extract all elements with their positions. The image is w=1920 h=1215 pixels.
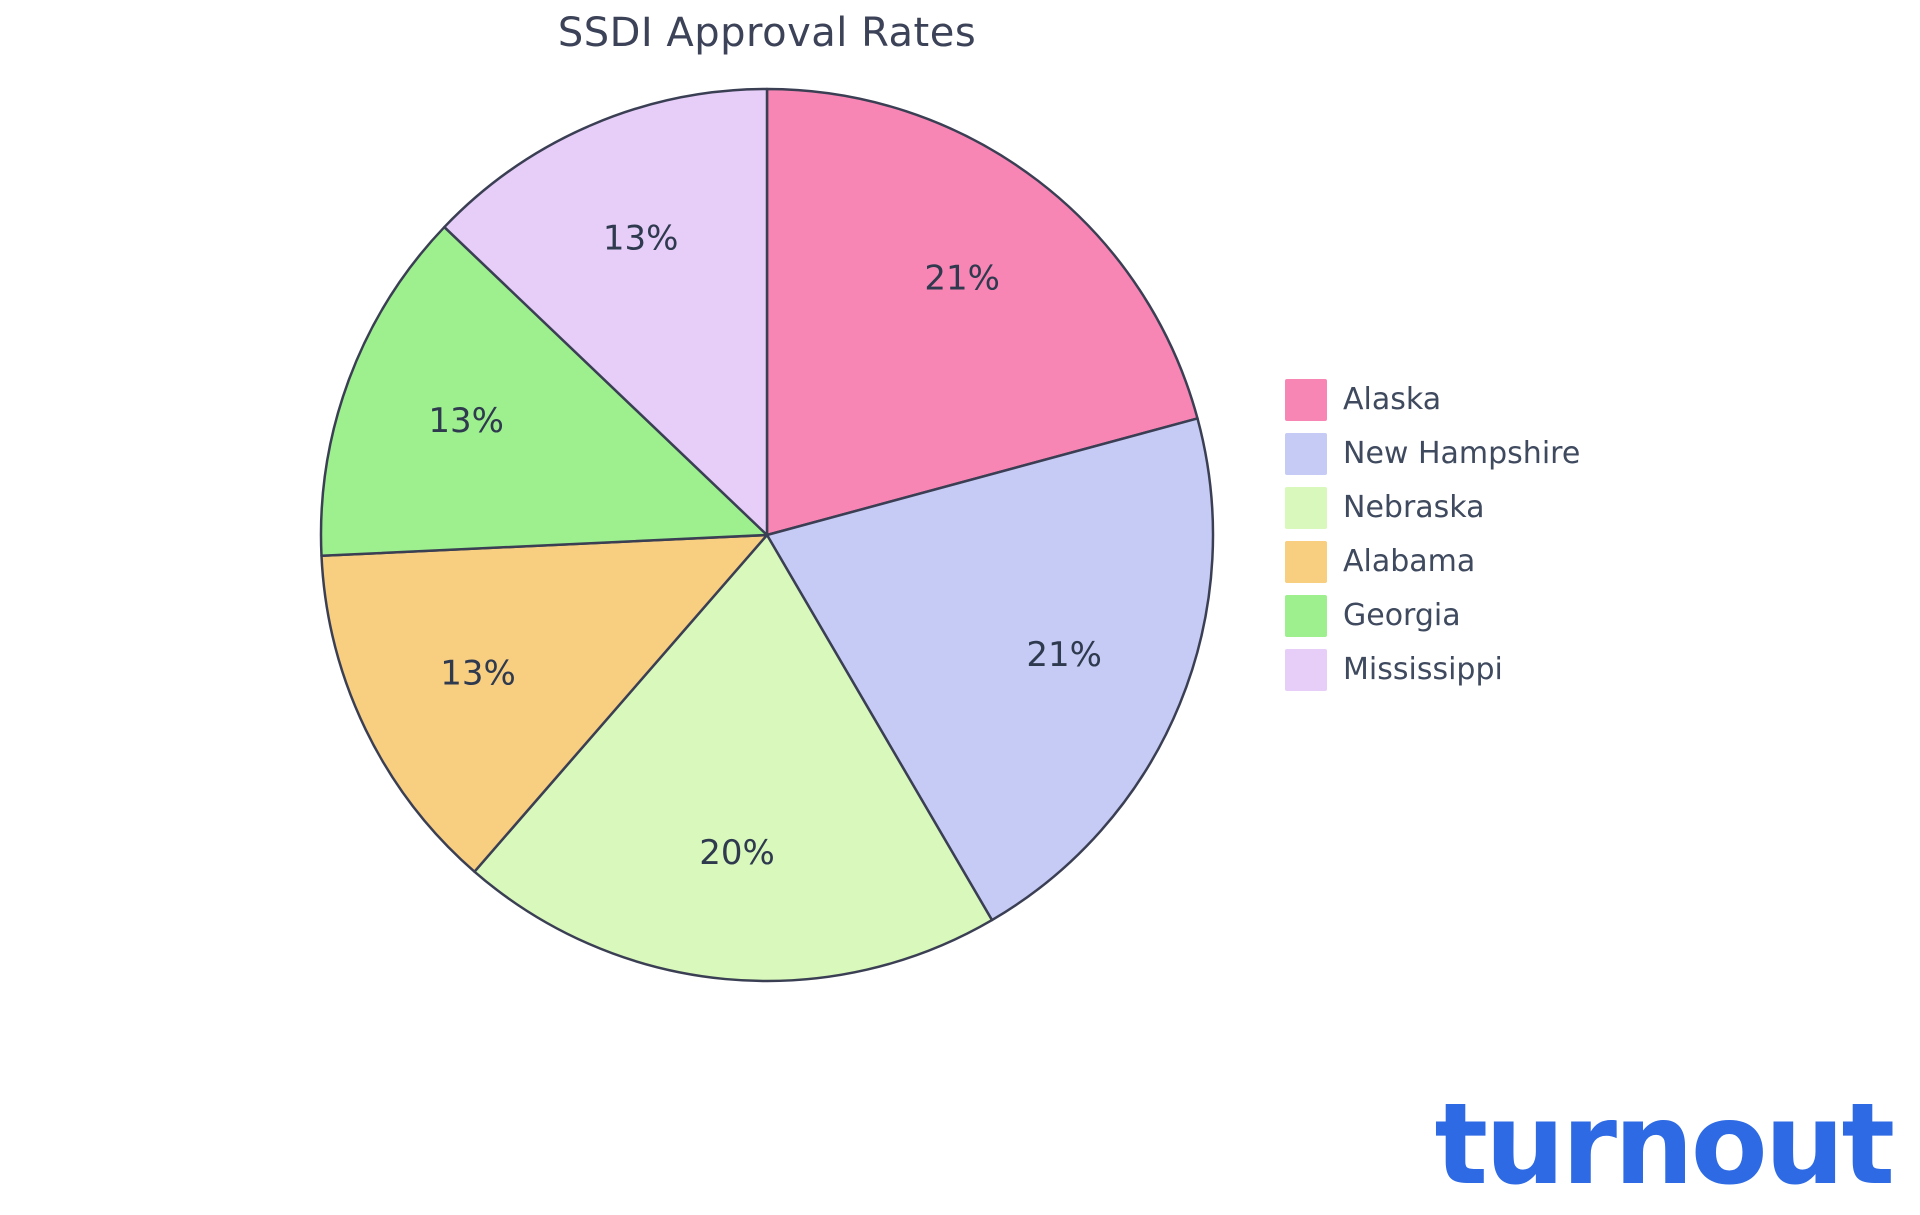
pie-slice-nebraska <box>473 533 994 983</box>
pie-slice-percent-label: 13% <box>428 401 504 441</box>
legend-item-georgia: Georgia <box>1285 594 1580 637</box>
legend-label: Alaska <box>1343 382 1442 417</box>
pie-slice-percent-label: 13% <box>603 218 679 258</box>
pie-slice-mississippi <box>443 87 769 537</box>
pie-slice-new-hampshire <box>765 417 1215 922</box>
legend-swatch <box>1285 540 1327 583</box>
legend-swatch <box>1285 648 1327 691</box>
legend-swatch <box>1285 432 1327 475</box>
turnout-logo: turnout <box>1434 1080 1895 1210</box>
legend-label: Nebraska <box>1343 490 1485 525</box>
pie-chart: 21% 21% 20% 13% 13% 13% <box>319 87 1215 983</box>
pie-chart-container: 21% 21% 20% 13% 13% 13% <box>317 85 1217 985</box>
legend-swatch <box>1285 378 1327 421</box>
legend-label: Mississippi <box>1343 652 1503 687</box>
pie-slice-alaska <box>765 87 1199 537</box>
legend-swatch <box>1285 486 1327 529</box>
legend-item-new-hampshire: New Hampshire <box>1285 432 1580 475</box>
pie-slice-georgia <box>319 225 769 558</box>
chart-title: SSDI Approval Rates <box>557 10 977 56</box>
legend-item-nebraska: Nebraska <box>1285 486 1580 529</box>
legend-label: Alabama <box>1343 544 1476 579</box>
pie-slice-percent-label: 13% <box>440 654 516 694</box>
pie-slice-percent-label: 21% <box>1026 635 1102 675</box>
pie-slice-alabama <box>320 533 769 873</box>
legend-item-mississippi: Mississippi <box>1285 648 1580 691</box>
legend-item-alaska: Alaska <box>1285 378 1580 421</box>
legend-swatch <box>1285 594 1327 637</box>
legend-label: Georgia <box>1343 598 1461 633</box>
pie-slice-percent-label: 21% <box>924 259 1000 299</box>
pie-slice-percent-label: 20% <box>699 833 775 873</box>
legend-label: New Hampshire <box>1343 436 1581 471</box>
chart-legend: Alaska New Hampshire Nebraska Alabama Georgi… <box>1285 378 1580 691</box>
legend-item-alabama: Alabama <box>1285 540 1580 583</box>
